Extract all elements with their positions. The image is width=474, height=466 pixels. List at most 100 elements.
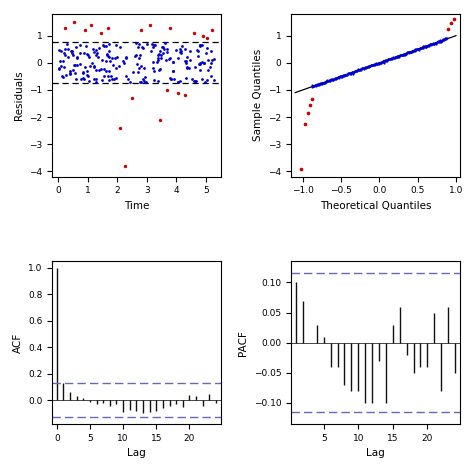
Point [79,69,87,76]
Point [119,57,127,64]
Point [401,50,409,58]
Point [332,75,340,82]
Point [71,18,78,26]
Point [207,72,215,80]
Point [155,51,163,58]
Point [58,73,66,80]
Point [337,73,344,80]
Point [325,77,332,84]
Point [383,57,391,65]
Point [367,63,374,70]
Point [62,24,69,31]
Point [450,16,457,23]
Point [331,74,339,82]
Point [421,42,429,50]
Point [55,46,63,54]
Point [138,43,146,50]
Point [185,64,193,71]
Point [150,67,158,75]
Point [155,77,162,84]
Point [346,70,354,78]
Point [353,68,360,75]
Point [66,70,73,78]
Point [90,63,98,70]
Point [365,63,373,70]
Point [57,62,64,70]
Point [317,80,325,88]
Point [156,48,164,55]
Point [405,49,413,56]
Point [438,37,446,45]
X-axis label: Lag: Lag [127,448,146,459]
X-axis label: Time: Time [124,201,149,211]
Point [434,38,442,45]
Point [419,44,427,52]
Point [307,101,314,109]
Point [320,79,328,87]
Point [183,65,191,72]
Point [203,45,210,52]
Point [137,62,145,70]
Point [343,72,351,79]
Point [85,53,93,61]
Point [364,64,371,71]
Point [375,60,383,67]
Point [425,41,432,49]
Point [440,36,447,43]
Point [371,61,378,68]
Point [435,37,443,45]
Point [410,48,418,55]
Point [329,76,337,83]
Point [434,39,441,46]
Point [403,49,410,56]
Point [370,62,378,69]
Point [56,57,64,65]
Point [182,45,189,53]
Point [347,70,355,77]
Point [392,53,400,61]
Point [198,41,205,48]
Point [122,55,129,62]
Point [408,48,416,55]
Point [428,41,436,48]
Point [161,40,169,47]
Point [313,81,321,88]
Point [163,56,170,64]
Y-axis label: Residuals: Residuals [14,70,24,120]
Point [105,72,112,80]
Point [443,34,450,42]
Point [139,75,147,82]
Point [428,41,435,48]
Point [317,80,324,88]
Point [399,51,406,59]
Point [59,57,67,65]
Point [361,64,368,71]
Point [94,54,101,61]
Point [425,41,433,49]
Point [166,54,174,62]
Point [316,81,323,89]
Point [151,41,159,49]
Point [208,27,216,34]
Point [151,41,158,48]
Point [328,75,336,82]
Point [390,54,397,62]
Point [379,58,386,66]
Point [92,75,100,82]
Point [82,42,90,49]
Point [153,58,160,65]
Point [394,54,402,61]
Point [354,67,361,74]
Point [182,59,190,67]
Point [64,41,71,48]
Point [137,27,145,34]
Point [76,49,83,56]
Point [310,82,318,90]
Point [194,52,202,60]
Point [203,76,211,83]
Point [60,63,68,71]
Point [189,75,196,83]
Point [62,45,69,53]
Point [334,74,342,81]
Point [108,72,115,80]
